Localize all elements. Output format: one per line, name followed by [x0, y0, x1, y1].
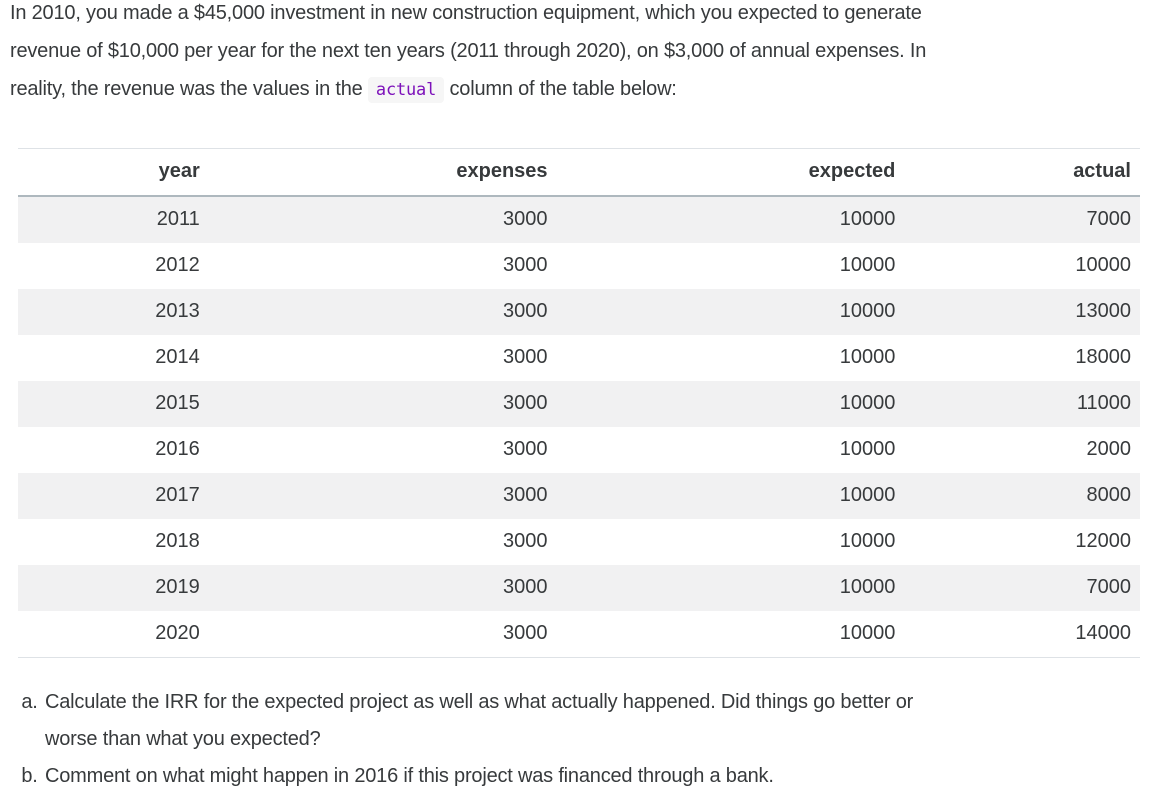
- intro-line-2: revenue of $10,000 per year for the next…: [10, 40, 927, 62]
- question-b: Comment on what might happen in 2016 if …: [43, 758, 1140, 795]
- cell-year: 2013: [155, 300, 200, 322]
- cell-year: 2015: [155, 392, 200, 414]
- cell-year: 2011: [156, 208, 200, 230]
- inline-code-actual: actual: [367, 77, 445, 103]
- cell-expenses: 3000: [503, 622, 548, 644]
- questions-list: Calculate the IRR for the expected proje…: [10, 684, 1140, 795]
- cell-expenses: 3000: [503, 254, 548, 276]
- intro-line-3-text-after: column of the table below:: [449, 78, 677, 100]
- column-header-year: year: [158, 160, 200, 182]
- cell-expenses: 3000: [503, 530, 548, 552]
- cell-expected: 10000: [839, 392, 896, 414]
- cell-expected: 10000: [839, 530, 896, 552]
- question-a-line-2: worse than what you expected?: [45, 728, 321, 750]
- table-body: 2011 3000 10000 7000 2012 3000 10000 100…: [18, 196, 1140, 658]
- cell-actual: 14000: [1075, 622, 1131, 644]
- cell-actual: 12000: [1075, 530, 1131, 552]
- cell-expenses: 3000: [503, 438, 548, 460]
- table-row: 2016 3000 10000 2000: [18, 427, 1140, 473]
- cell-year: 2012: [155, 254, 200, 276]
- cell-actual: 8000: [1086, 484, 1132, 506]
- cell-actual: 7000: [1086, 576, 1132, 598]
- cell-year: 2016: [155, 438, 200, 460]
- cell-expenses: 3000: [503, 392, 548, 414]
- cell-year: 2017: [155, 484, 200, 506]
- cell-expenses: 3000: [503, 346, 548, 368]
- cell-actual: 13000: [1075, 300, 1131, 322]
- cell-actual: 18000: [1075, 346, 1131, 368]
- question-b-text: Comment on what might happen in 2016 if …: [45, 765, 774, 787]
- cell-expected: 10000: [839, 300, 896, 322]
- revenue-table: year expenses expected actual 2011 3000 …: [18, 148, 1140, 658]
- cell-expenses: 3000: [503, 576, 548, 598]
- table-row: 2013 3000 10000 13000: [18, 289, 1140, 335]
- cell-year: 2020: [155, 622, 200, 644]
- cell-expenses: 3000: [503, 300, 548, 322]
- cell-expected: 10000: [839, 576, 896, 598]
- cell-year: 2014: [155, 346, 200, 368]
- table-row: 2017 3000 10000 8000: [18, 473, 1140, 519]
- table-row: 2012 3000 10000 10000: [18, 243, 1140, 289]
- column-header-expenses: expenses: [456, 160, 548, 182]
- table-row: 2018 3000 10000 12000: [18, 519, 1140, 565]
- cell-actual: 11000: [1076, 392, 1131, 414]
- column-header-expected: expected: [808, 160, 896, 182]
- cell-actual: 10000: [1075, 254, 1131, 276]
- table-header: year expenses expected actual: [18, 148, 1140, 196]
- intro-line-3: reality, the revenue was the values in t…: [10, 70, 1140, 109]
- cell-expected: 10000: [839, 254, 896, 276]
- table-row: 2020 3000 10000 14000: [18, 611, 1140, 658]
- intro-line-1: In 2010, you made a $45,000 investment i…: [10, 2, 922, 24]
- question-a-line-1: Calculate the IRR for the expected proje…: [45, 691, 914, 713]
- cell-actual: 2000: [1086, 438, 1132, 460]
- cell-expenses: 3000: [503, 484, 548, 506]
- cell-expected: 10000: [839, 622, 896, 644]
- table-header-row: year expenses expected actual: [18, 148, 1140, 196]
- cell-expected: 10000: [839, 346, 896, 368]
- intro-line-3-text-before: reality, the revenue was the values in t…: [10, 78, 363, 100]
- table-row: 2019 3000 10000 7000: [18, 565, 1140, 611]
- table-row: 2011 3000 10000 7000: [18, 196, 1140, 243]
- cell-expected: 10000: [839, 438, 896, 460]
- cell-expected: 10000: [839, 484, 896, 506]
- column-header-actual: actual: [1073, 160, 1131, 182]
- cell-expected: 10000: [839, 208, 896, 230]
- table-row: 2014 3000 10000 18000: [18, 335, 1140, 381]
- intro-paragraph: In 2010, you made a $45,000 investment i…: [10, 0, 1140, 109]
- table-row: 2015 3000 10000 11000: [18, 381, 1140, 427]
- cell-year: 2018: [155, 530, 200, 552]
- question-a: Calculate the IRR for the expected proje…: [43, 684, 1140, 758]
- cell-expenses: 3000: [503, 208, 548, 230]
- cell-year: 2019: [155, 576, 200, 598]
- cell-actual: 7000: [1086, 208, 1132, 230]
